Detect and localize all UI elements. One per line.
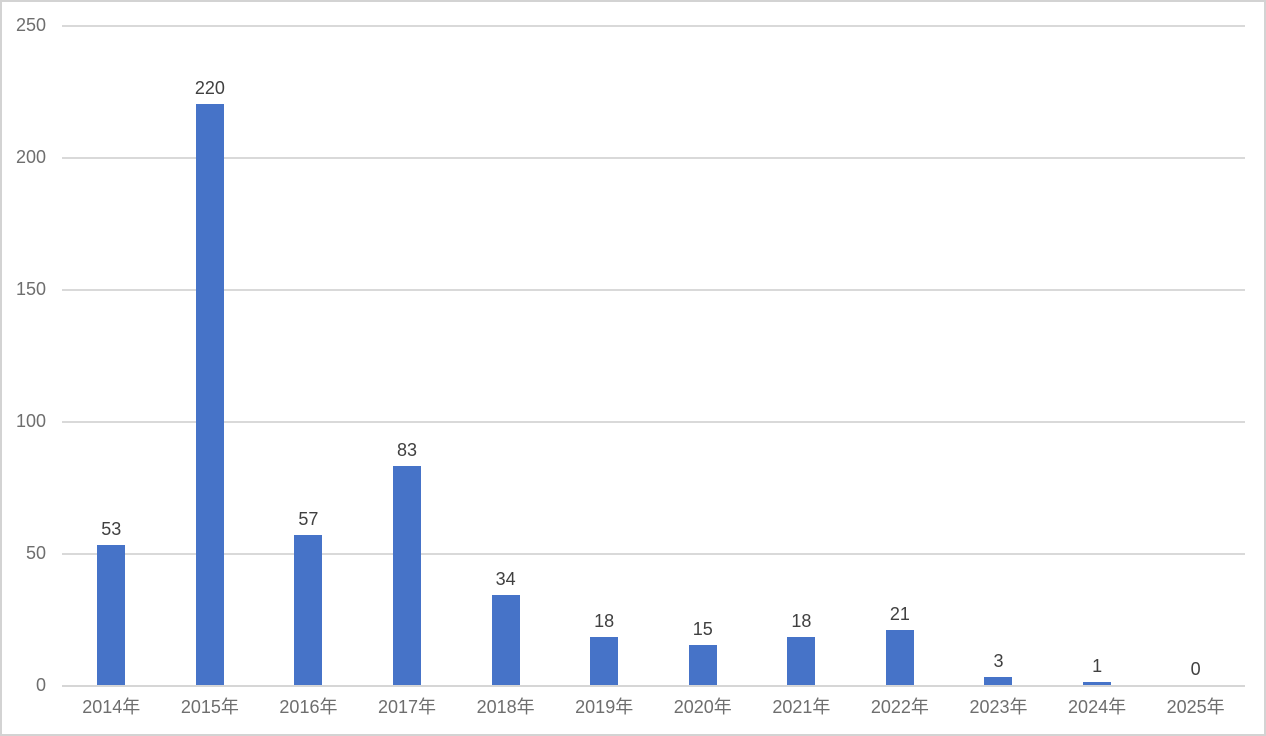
gridline: [62, 25, 1245, 27]
y-axis-tick-label: 0: [35, 675, 46, 695]
x-axis-category-label: 2016年: [279, 697, 338, 717]
bar-2018: [491, 595, 520, 685]
bar-2023: [984, 677, 1013, 685]
x-axis-category-label: 2014年: [82, 697, 141, 717]
x-axis-category-label: 2019年: [575, 697, 634, 717]
gridline: [62, 289, 1245, 291]
bar-2015: [195, 104, 224, 685]
x-axis-category-label: 2015年: [180, 697, 239, 717]
bar-value-label: 0: [1190, 659, 1201, 679]
bar-2021: [787, 637, 816, 685]
gridline: [62, 553, 1245, 555]
bar-value-label: 34: [495, 569, 516, 590]
x-axis-category-label: 2022年: [870, 697, 929, 717]
bar-column-2025: 0: [1146, 25, 1245, 685]
bar-2024: [1083, 682, 1112, 685]
y-axis-tick-label: 150: [15, 279, 46, 299]
bar-column-2014: 53: [62, 25, 161, 685]
y-axis-tick-label: 200: [15, 147, 46, 167]
x-axis-category-label: 2018年: [476, 697, 535, 717]
bar-column-2020: 15: [653, 25, 752, 685]
bar-2017: [393, 465, 422, 685]
bar-value-label: 21: [889, 603, 910, 624]
bar-2020: [688, 645, 717, 685]
gridline: [62, 421, 1245, 423]
bar-column-2019: 18: [555, 25, 654, 685]
x-axis: 2014年 2015年 2016年 2017年 2018年 2019年 2020年 2021年…: [62, 696, 1245, 718]
x-axis-category-label: 2023年: [969, 697, 1028, 717]
bar-value-label: 18: [791, 611, 812, 632]
bar-column-2015: 220: [161, 25, 260, 685]
bar-column-2018: 34: [456, 25, 555, 685]
bar-column-2017: 83: [358, 25, 457, 685]
bar-value-label: 53: [101, 519, 122, 540]
x-axis-category-label: 2021年: [772, 697, 831, 717]
bar-column-2023: 3: [949, 25, 1048, 685]
bar-column-2024: 1: [1048, 25, 1147, 685]
x-axis-category-label: 2017年: [378, 697, 437, 717]
bar-value-label: 57: [298, 508, 319, 529]
y-axis-tick-label: 50: [25, 543, 46, 563]
gridline: [62, 157, 1245, 159]
bar-2022: [885, 629, 914, 685]
bar-value-label: 3: [993, 651, 1004, 672]
x-axis-line: [62, 685, 1245, 687]
y-axis-tick-label: 250: [15, 15, 46, 35]
y-axis-tick-label: 100: [15, 411, 46, 431]
bar-column-2016: 57: [259, 25, 358, 685]
bar-value-label: 15: [692, 619, 713, 640]
x-axis-category-label: 2025年: [1166, 697, 1225, 717]
bar-series: 53 220 57 83 34 18 15 18 21 3 1 0: [62, 25, 1245, 685]
bar-2016: [294, 534, 323, 685]
bar-2019: [590, 637, 619, 685]
plot-area: 53 220 57 83 34 18 15 18 21 3 1 0: [62, 25, 1245, 687]
bar-value-label: 1: [1092, 656, 1103, 677]
bar-value-label: 220: [194, 78, 225, 99]
bar-column-2022: 21: [851, 25, 950, 685]
bar-column-2021: 18: [752, 25, 851, 685]
x-axis-category-label: 2020年: [673, 697, 732, 717]
bar-2014: [97, 545, 126, 685]
bar-value-label: 18: [594, 611, 615, 632]
x-axis-category-label: 2024年: [1068, 697, 1127, 717]
bar-value-label: 83: [397, 439, 418, 460]
